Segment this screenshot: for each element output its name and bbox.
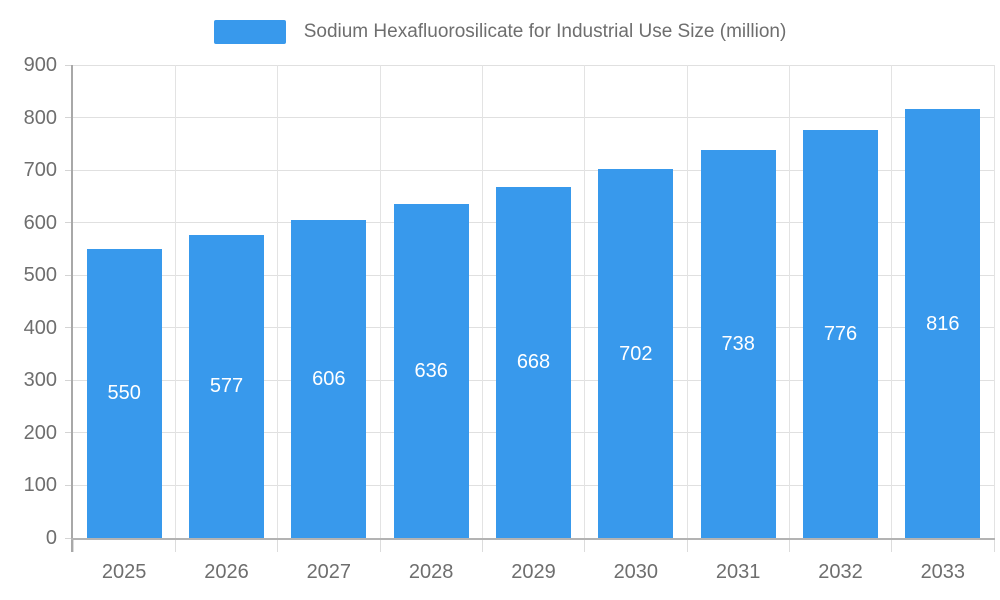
v-gridline (788, 65, 790, 538)
y-tick-label-700: 700 (23, 159, 57, 182)
v-gridline (174, 65, 176, 538)
x-tick-label-2026: 2026 (204, 561, 249, 583)
y-tick-label-100: 100 (23, 474, 57, 497)
bar-value-2030: 702 (619, 342, 653, 365)
bar-value-2028: 636 (414, 359, 448, 382)
v-gridline (686, 65, 688, 538)
y-tick-label-600: 600 (23, 211, 57, 234)
y-tick (65, 484, 73, 486)
x-tick-label-2029: 2029 (511, 561, 556, 583)
x-tick-label-2027: 2027 (306, 561, 352, 583)
h-gridline (73, 117, 994, 119)
x-tick (993, 538, 995, 552)
bar-2032[interactable] (803, 130, 878, 538)
x-tick (277, 538, 279, 552)
bar-2029[interactable] (496, 186, 571, 538)
h-gridline (73, 64, 994, 66)
x-tick (481, 538, 483, 552)
x-tick-label-2031: 2031 (715, 561, 761, 583)
bar-value-2029: 668 (516, 351, 551, 374)
legend-label: Sodium Hexafluorosilicate for Industrial… (303, 21, 787, 42)
y-tick (65, 379, 73, 381)
y-axis-line (71, 65, 73, 552)
legend-item-series[interactable]: Sodium Hexafluorosilicate for Industrial… (213, 20, 787, 44)
x-tick (379, 538, 381, 552)
bar-2025[interactable] (86, 248, 162, 538)
x-tick (72, 538, 74, 552)
v-gridline (993, 65, 995, 538)
y-tick (65, 64, 73, 66)
y-tick-label-500: 500 (23, 264, 57, 287)
y-tick-label-800: 800 (23, 106, 57, 129)
y-tick-label-0: 0 (45, 527, 57, 549)
x-tick (584, 538, 586, 552)
y-tick-label-900: 900 (23, 54, 57, 76)
v-gridline (584, 65, 586, 538)
bar-2030[interactable] (598, 169, 674, 538)
y-tick (65, 222, 73, 224)
x-tick (788, 538, 790, 552)
bar-value-2027: 606 (312, 367, 346, 390)
h-gridline (73, 169, 994, 171)
x-tick (891, 538, 893, 552)
y-tick (65, 327, 73, 329)
y-tick (65, 537, 73, 539)
bar-2027[interactable] (291, 219, 367, 538)
y-tick (65, 432, 73, 434)
x-tick (686, 538, 688, 552)
bar-2028[interactable] (393, 203, 469, 538)
v-gridline (891, 65, 893, 538)
v-gridline (379, 65, 381, 538)
chart-legend: Sodium Hexafluorosilicate for Industrial… (0, 17, 1000, 47)
y-tick-label-300: 300 (23, 369, 57, 392)
v-gridline (481, 65, 483, 538)
x-tick (174, 538, 176, 552)
bar-value-2025: 550 (107, 382, 141, 405)
bar-2026[interactable] (189, 234, 264, 538)
bar-value-2033: 816 (926, 312, 960, 335)
x-tick-label-2033: 2033 (920, 561, 966, 583)
y-tick (65, 169, 73, 171)
y-tick (65, 274, 73, 276)
y-tick-label-200: 200 (23, 421, 57, 444)
y-tick-label-400: 400 (23, 316, 57, 339)
y-tick (65, 117, 73, 119)
legend-swatch (213, 20, 286, 44)
bar-2033[interactable] (905, 109, 981, 538)
bar-value-2032: 776 (823, 323, 858, 346)
bar-value-2026: 577 (209, 375, 244, 398)
x-axis-line (71, 538, 995, 540)
x-tick-label-2028: 2028 (408, 561, 454, 583)
bar-value-2031: 738 (721, 333, 755, 356)
v-gridline (277, 65, 279, 538)
x-tick-label-2032: 2032 (818, 561, 863, 583)
x-tick-label-2025: 2025 (101, 561, 147, 583)
bar-2031[interactable] (700, 150, 776, 538)
x-tick-label-2030: 2030 (613, 561, 659, 583)
